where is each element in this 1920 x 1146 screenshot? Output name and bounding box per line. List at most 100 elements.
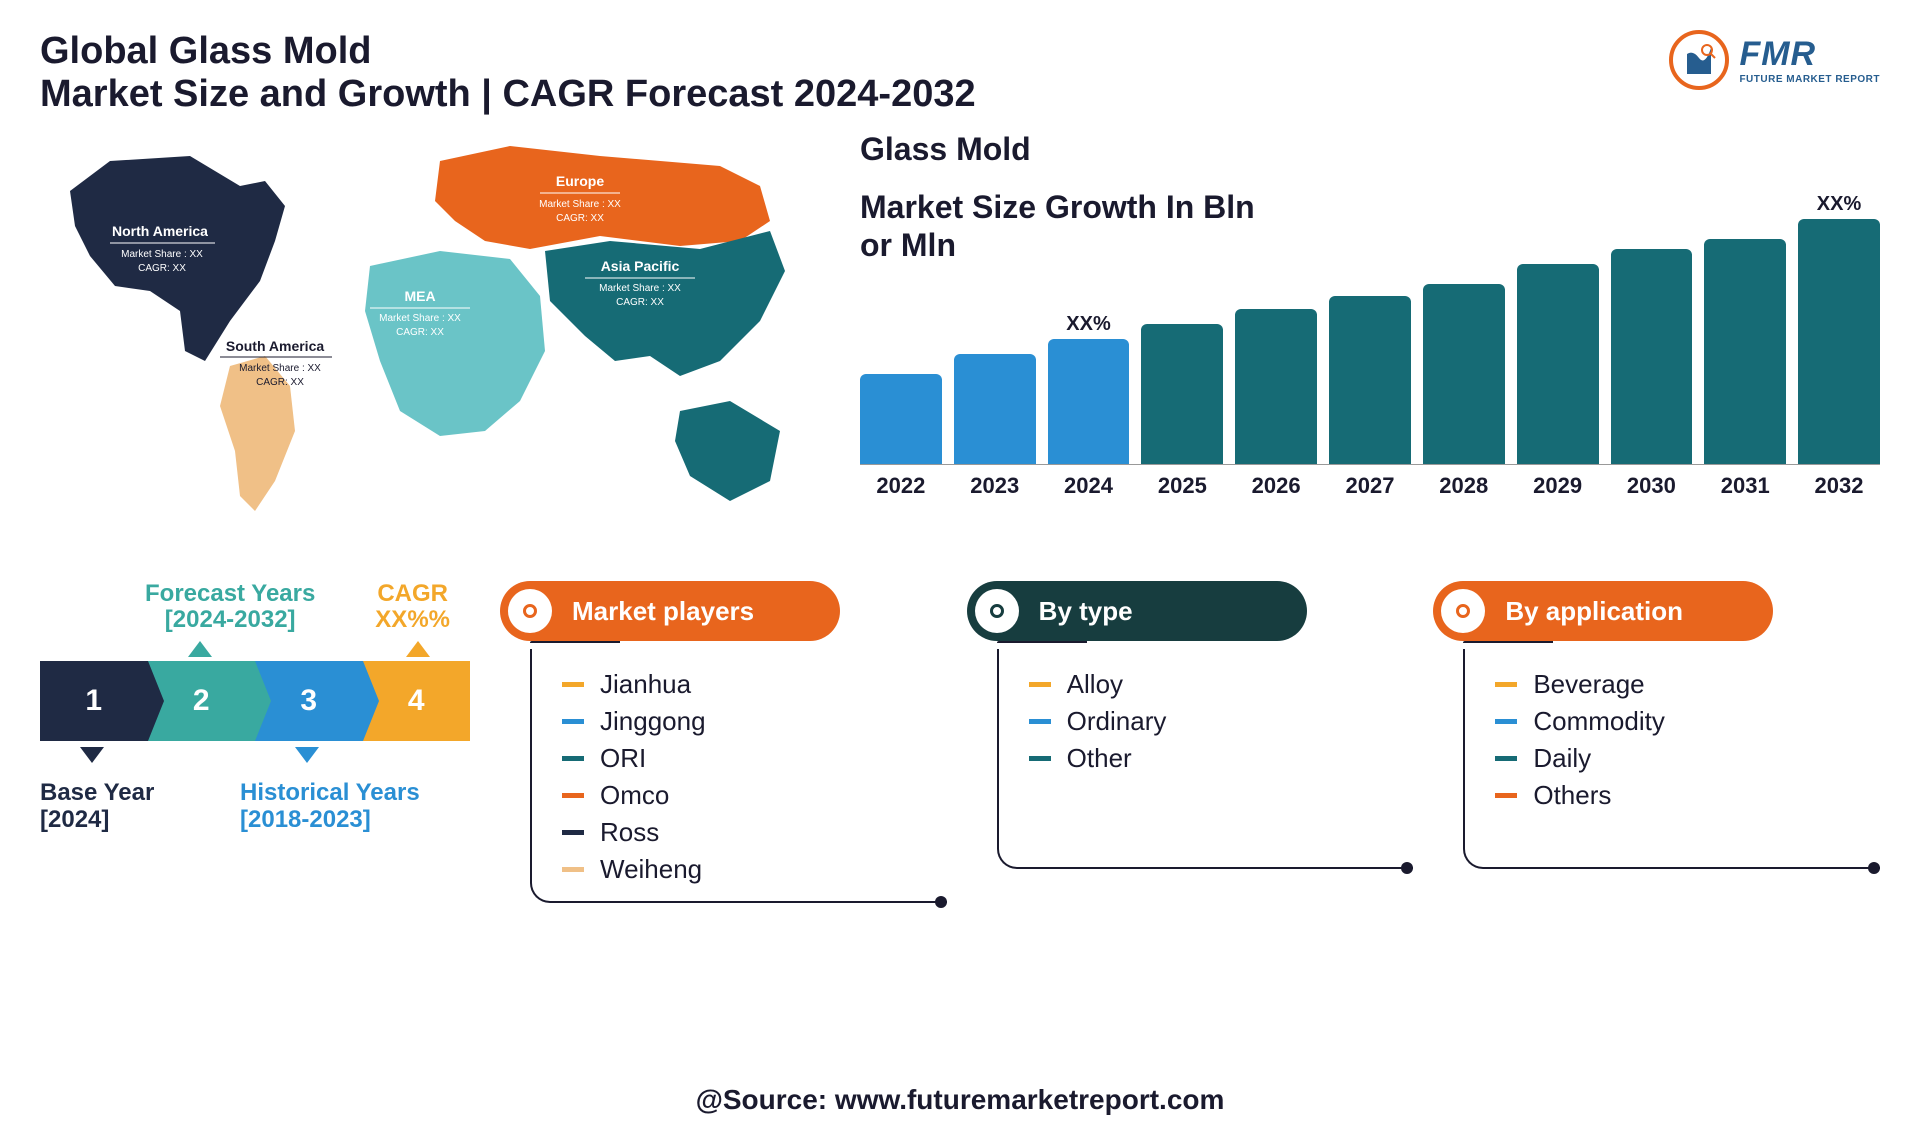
region-mea-share: Market Share : XX [379, 313, 461, 324]
forecast-label: Forecast Years [2024-2032] [145, 581, 315, 634]
list-item-label: Omco [600, 780, 669, 811]
section-market_players: Market players Jianhua Jinggong ORI Omco Ross… [500, 581, 947, 903]
bar-rect [1798, 219, 1880, 464]
list-dash-icon [1495, 682, 1517, 687]
section-title: By type [1039, 596, 1133, 627]
x-axis-label: 2029 [1517, 473, 1599, 499]
list-dash-icon [562, 719, 584, 724]
timeline: Forecast Years [2024-2032] CAGR XX%% 123… [40, 581, 470, 741]
bar-chart: XX%XX% 202220232024202520262027202820292… [860, 205, 1880, 485]
list-item-label: Beverage [1533, 669, 1644, 700]
list-item: ORI [562, 743, 937, 774]
section-title: Market players [572, 596, 754, 627]
list-item: Ross [562, 817, 937, 848]
bar-rect [1048, 339, 1130, 464]
region-eu-title: Europe [556, 173, 604, 189]
list-item-label: Others [1533, 780, 1611, 811]
list-dash-icon [1029, 682, 1051, 687]
section-by_type: By type Alloy Ordinary Other [967, 581, 1414, 903]
x-axis-label: 2032 [1798, 473, 1880, 499]
base-arrow-icon [80, 747, 104, 763]
page-title-line1: Global Glass Mold [40, 30, 976, 73]
bar-annotation-2024: XX% [1066, 313, 1110, 336]
bar-annotation-2032: XX% [1817, 193, 1861, 216]
chart-title-1: Glass Mold [860, 131, 1880, 168]
cagr-arrow-icon [406, 641, 430, 657]
timeline-steps: 1234 [40, 661, 470, 741]
pill-dot-icon [975, 589, 1019, 633]
region-eu-share: Market Share : XX [539, 199, 621, 210]
timeline-step-3: 3 [255, 661, 363, 741]
list-item: Alloy [1029, 669, 1404, 700]
list-dash-icon [562, 867, 584, 872]
list-item: Daily [1495, 743, 1870, 774]
list-item-label: Other [1067, 743, 1132, 774]
list-item: Weiheng [562, 854, 937, 885]
region-europe [435, 146, 770, 249]
list-item-label: Jianhua [600, 669, 691, 700]
pill-dot-icon [1441, 589, 1485, 633]
region-na-share: Market Share : XX [121, 249, 203, 260]
x-axis-label: 2025 [1141, 473, 1223, 499]
list-dash-icon [562, 830, 584, 835]
region-ap-share: Market Share : XX [599, 283, 681, 294]
pill-dot-inner [1456, 604, 1470, 618]
bar-2026 [1235, 309, 1317, 464]
region-ap-title: Asia Pacific [601, 258, 680, 274]
list-dash-icon [1495, 756, 1517, 761]
base-label: Base Year [2024] [40, 780, 154, 833]
region-mea-title: MEA [404, 288, 435, 304]
list-item-label: Weiheng [600, 854, 702, 885]
header: Global Glass Mold Market Size and Growth… [40, 30, 1880, 116]
bar-2029 [1517, 264, 1599, 464]
x-axis-label: 2023 [954, 473, 1036, 499]
fmr-logo-text: FMR FUTURE MARKET REPORT [1739, 35, 1880, 85]
source-attribution: @Source: www.futuremarketreport.com [0, 1084, 1920, 1116]
page-title-block: Global Glass Mold Market Size and Growth… [40, 30, 976, 116]
bar-rect [954, 354, 1036, 464]
bar-2031 [1704, 239, 1786, 464]
bottom-row: Forecast Years [2024-2032] CAGR XX%% 123… [40, 581, 1880, 903]
bar-2030 [1611, 249, 1693, 464]
section-title: By application [1505, 596, 1683, 627]
section-body: BeverageCommodityDailyOthers [1463, 649, 1880, 869]
region-ap-cagr: CAGR: XX [616, 297, 664, 308]
fmr-logo-icon [1669, 30, 1729, 90]
historical-arrow-icon [295, 747, 319, 763]
list-dash-icon [562, 793, 584, 798]
x-axis-label: 2028 [1423, 473, 1505, 499]
bar-rect [860, 374, 942, 464]
list-dash-icon [1029, 719, 1051, 724]
pill-dot-inner [523, 604, 537, 618]
region-mea-cagr: CAGR: XX [396, 327, 444, 338]
list-item-label: Daily [1533, 743, 1591, 774]
list-item: Omco [562, 780, 937, 811]
x-axis-label: 2030 [1611, 473, 1693, 499]
bar-2028 [1423, 284, 1505, 464]
bar-rect [1235, 309, 1317, 464]
bar-2023 [954, 354, 1036, 464]
world-map: North America Market Share : XX CAGR: XX… [40, 131, 820, 531]
bar-chart-area: Glass Mold Market Size Growth In Bln or … [840, 131, 1880, 531]
section-by_application: By applicationBeverageCommodityDailyOthe… [1433, 581, 1880, 903]
list-item-label: Ross [600, 817, 659, 848]
cagr-label: CAGR XX%% [375, 581, 450, 634]
bar-2032: XX% [1798, 219, 1880, 464]
timeline-step-2: 2 [148, 661, 256, 741]
region-mea [365, 251, 545, 436]
region-na-title: North America [112, 223, 208, 239]
bar-rect [1517, 264, 1599, 464]
list-item-label: Alloy [1067, 669, 1123, 700]
historical-label: Historical Years [2018-2023] [240, 780, 420, 833]
region-eu-cagr: CAGR: XX [556, 213, 604, 224]
region-sa-share: Market Share : XX [239, 363, 321, 374]
list-dash-icon [1495, 793, 1517, 798]
list-item: Ordinary [1029, 706, 1404, 737]
forecast-arrow-icon [188, 641, 212, 657]
bar-2024: XX% [1048, 339, 1130, 464]
x-axis-label: 2022 [860, 473, 942, 499]
pill-sections: Market players Jianhua Jinggong ORI Omco Ross… [500, 581, 1880, 903]
list-item-label: Jinggong [600, 706, 706, 737]
top-row: North America Market Share : XX CAGR: XX… [40, 131, 1880, 531]
list-item: Jianhua [562, 669, 937, 700]
